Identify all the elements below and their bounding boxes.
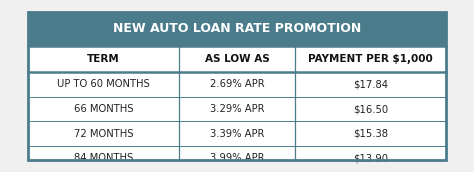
Bar	[28, 12, 446, 160]
Text: AS LOW AS: AS LOW AS	[205, 54, 269, 64]
Text: 3.29% APR: 3.29% APR	[210, 104, 264, 114]
Text: UP TO 60 MONTHS: UP TO 60 MONTHS	[57, 79, 150, 89]
Bar	[28, 12, 446, 46]
Text: 3.39% APR: 3.39% APR	[210, 128, 264, 138]
Text: 84 MONTHS: 84 MONTHS	[74, 153, 133, 163]
Text: 72 MONTHS: 72 MONTHS	[74, 128, 133, 138]
Text: $15.38: $15.38	[353, 128, 388, 138]
Text: NEW AUTO LOAN RATE PROMOTION: NEW AUTO LOAN RATE PROMOTION	[113, 22, 361, 35]
Text: PAYMENT PER $1,000: PAYMENT PER $1,000	[308, 54, 433, 64]
Bar	[28, 12, 446, 160]
Text: 3.99% APR: 3.99% APR	[210, 153, 264, 163]
Text: TERM: TERM	[87, 54, 120, 64]
Text: 66 MONTHS: 66 MONTHS	[74, 104, 133, 114]
Text: $17.84: $17.84	[353, 79, 388, 89]
Text: $16.50: $16.50	[353, 104, 388, 114]
Text: 2.69% APR: 2.69% APR	[210, 79, 264, 89]
Text: $13.90: $13.90	[353, 153, 388, 163]
